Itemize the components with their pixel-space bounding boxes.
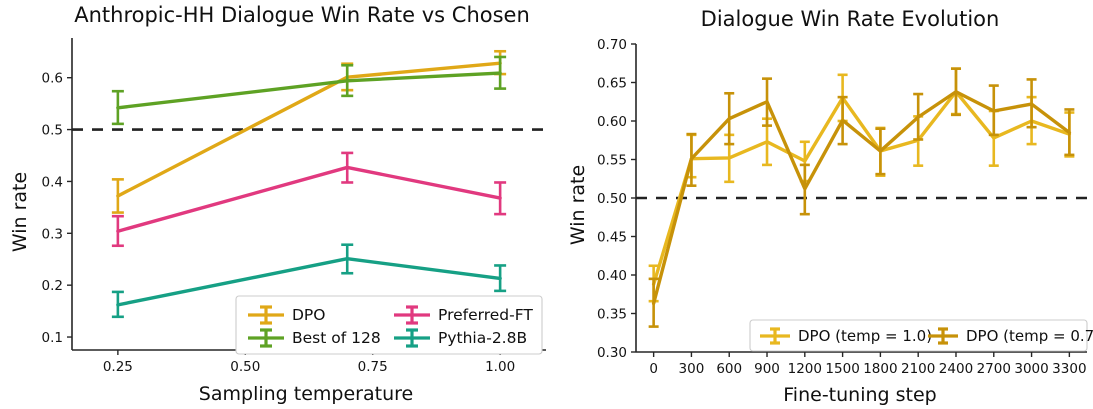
left-y-tick-label: 0.3: [42, 226, 63, 242]
right-y-tick-label: 0.70: [597, 37, 627, 53]
right-legend-box: [749, 319, 1088, 352]
left-y-tick-label: 0.1: [42, 330, 63, 346]
right-x-tick-label: 3300: [1052, 361, 1086, 377]
right-chart-y-ticks: 0.30 0.35 0.40 0.45 0.50 0.55 0.60 0.65 0.70: [597, 37, 636, 361]
legend-item-label: Preferred-FT: [438, 306, 533, 324]
left-x-tick-label: 1.00: [485, 359, 515, 375]
left-y-tick-label: 0.4: [42, 174, 63, 190]
left-legend-item-dpo[interactable]: DPO: [248, 305, 325, 325]
series-polyline: [651, 90, 1072, 286]
right-y-tick-label: 0.65: [597, 76, 627, 92]
legend-item-label: Pythia-2.8B: [438, 329, 527, 347]
right-chart-y-axis-label: Win rate: [567, 165, 589, 245]
left-chart-legend[interactable]: DPO Best of 128 Preferred-FT Pythia-2.8B: [235, 295, 543, 355]
series-polyline: [116, 165, 502, 233]
right-y-tick-label: 0.35: [597, 307, 627, 323]
chart-panel-win-rate-evolution: Dialogue Win Rate Evolution Win rate Fin…: [560, 0, 1093, 409]
left-series-best-of-128: [111, 55, 507, 126]
right-chart-series-group: [648, 67, 1075, 328]
right-y-tick-label: 0.55: [597, 153, 627, 169]
right-x-tick-label: 300: [679, 361, 705, 377]
chart-panel-win-rate-vs-temperature: Anthropic-HH Dialogue Win Rate vs Chosen…: [9, 3, 546, 405]
right-x-tick-label: 900: [754, 361, 780, 377]
left-chart-series-group: [111, 49, 507, 319]
right-series-dpo-temp-0-7-: [648, 67, 1075, 328]
right-chart-x-ticks: 0 300 600 900 1200 1500 1800 2100 2400 2700 3000 33…: [649, 352, 1087, 377]
series-polyline: [116, 71, 502, 110]
left-chart-svg: Anthropic-HH Dialogue Win Rate vs Chosen…: [9, 3, 546, 405]
left-chart-title: Anthropic-HH Dialogue Win Rate vs Chosen: [74, 3, 530, 27]
right-y-tick-label: 0.60: [597, 114, 627, 130]
left-chart-y-axis-label: Win rate: [9, 172, 31, 252]
left-chart-y-ticks: 0.1 0.2 0.3 0.4 0.5 0.6: [42, 71, 72, 346]
right-x-tick-label: 1800: [863, 361, 897, 377]
legend-item-label: DPO (temp = 1.0): [798, 327, 932, 345]
left-x-tick-label: 0.75: [358, 359, 388, 375]
right-y-tick-label: 0.30: [597, 345, 627, 361]
right-x-tick-label: 600: [716, 361, 742, 377]
right-x-tick-label: 0: [649, 361, 658, 377]
right-chart-svg: Dialogue Win Rate Evolution Win rate Fin…: [567, 7, 1093, 406]
right-chart-title: Dialogue Win Rate Evolution: [701, 7, 1000, 31]
legend-item-label: Best of 128: [292, 329, 381, 347]
legend-item-label: DPO (temp = 0.7): [966, 327, 1093, 345]
right-x-tick-label: 2100: [901, 361, 935, 377]
left-y-tick-label: 0.2: [42, 278, 63, 294]
left-legend-box: [235, 295, 543, 355]
right-legend-item-dpo-temp-1-0[interactable]: DPO (temp = 1.0): [760, 327, 932, 345]
right-series-dpo-temp-1-0-: [648, 67, 1075, 303]
right-x-tick-label: 2400: [939, 361, 973, 377]
left-y-tick-label: 0.5: [42, 123, 63, 139]
right-x-tick-label: 2700: [977, 361, 1011, 377]
left-y-tick-label: 0.6: [42, 71, 63, 87]
left-chart-x-axis-label: Sampling temperature: [199, 383, 413, 405]
right-chart-legend[interactable]: DPO (temp = 1.0) DPO (temp = 0.7): [749, 319, 1093, 352]
left-legend-item-preferred-ft[interactable]: Preferred-FT: [394, 305, 533, 325]
right-y-tick-label: 0.50: [597, 191, 627, 207]
right-legend-item-dpo-temp-0-7[interactable]: DPO (temp = 0.7): [928, 327, 1093, 345]
legend-item-label: DPO: [292, 306, 325, 324]
left-legend-item-pythia-2-8b[interactable]: Pythia-2.8B: [394, 328, 527, 348]
right-y-tick-label: 0.45: [597, 230, 627, 246]
left-series-pythia-2-8b: [111, 243, 507, 319]
left-legend-item-best-of-128[interactable]: Best of 128: [248, 328, 381, 348]
right-x-tick-label: 1500: [825, 361, 859, 377]
right-y-tick-label: 0.40: [597, 268, 627, 284]
left-series-preferred-ft: [111, 151, 507, 248]
right-x-tick-label: 3000: [1014, 361, 1048, 377]
left-x-tick-label: 0.50: [230, 359, 260, 375]
right-x-tick-label: 1200: [788, 361, 822, 377]
series-polyline: [651, 90, 1072, 306]
left-x-tick-label: 0.25: [103, 359, 133, 375]
right-chart-x-axis-label: Fine-tuning step: [783, 384, 936, 406]
